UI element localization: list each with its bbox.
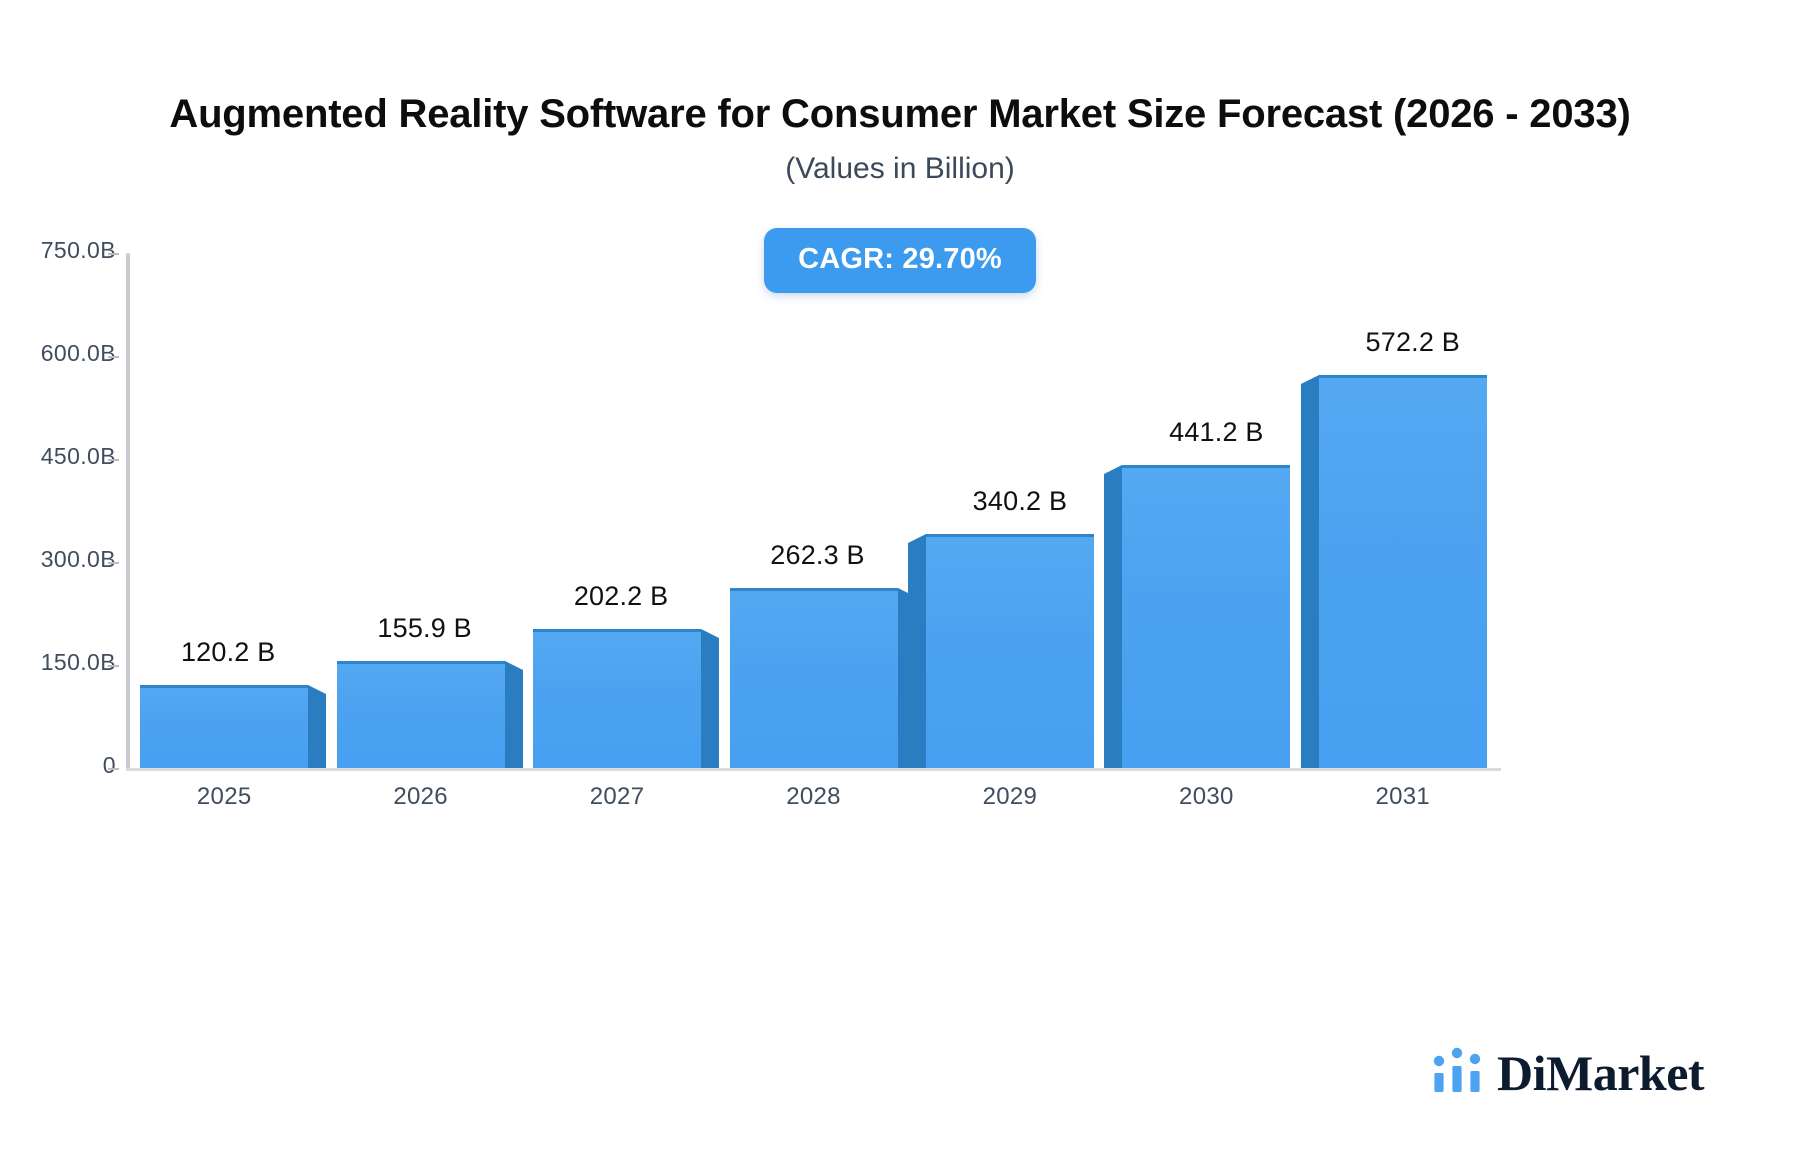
bar-side-face: [308, 694, 327, 768]
y-axis-tick-label: 600.0B: [40, 340, 116, 366]
bar-top-bevel: [897, 587, 916, 597]
y-axis-tick-label: 150.0B: [40, 649, 116, 675]
bar-2027[interactable]: [533, 629, 720, 768]
x-axis-tick-label: 2027: [589, 783, 645, 810]
x-axis-tick-label: 2028: [786, 783, 841, 810]
bar-2026[interactable]: [336, 660, 523, 768]
y-axis-tick-label: 0: [102, 752, 116, 778]
bar-2029[interactable]: [907, 534, 1094, 768]
bar-2025[interactable]: [140, 685, 327, 768]
y-axis-tick-label: 300.0B: [40, 546, 116, 572]
bar-top-edge: [1122, 465, 1291, 469]
bar-side-face: [701, 638, 720, 768]
bar-front-face: [140, 685, 309, 768]
bar-value-label: 155.9 B: [377, 612, 472, 643]
bar-front-face: [925, 534, 1094, 768]
bar-value-label: 120.2 B: [180, 637, 276, 668]
bar-2031[interactable]: [1300, 375, 1487, 768]
y-axis-tick-label: 450.0B: [40, 443, 116, 469]
brand-logo: DiMarket: [1432, 1044, 1705, 1101]
bar-top-bevel: [1104, 465, 1123, 475]
bar-front-face: [1122, 465, 1291, 768]
bar-top-bevel: [907, 534, 926, 544]
bar-top-bevel: [1300, 375, 1319, 385]
bar-2028[interactable]: [729, 587, 916, 768]
bar-front-face: [729, 587, 898, 768]
bar-value-label: 572.2 B: [1365, 327, 1461, 358]
chart-subtitle: (Values in Billion): [785, 152, 1015, 185]
bar-top-edge: [336, 660, 505, 664]
bar-front-face: [533, 629, 702, 768]
bar-top-edge: [533, 629, 702, 633]
bar-front-face: [1318, 375, 1487, 768]
bar-2030[interactable]: [1104, 465, 1291, 768]
x-axis-tick-label: 2025: [196, 783, 252, 810]
bar-top-bevel: [504, 660, 523, 670]
bar-top-bevel: [308, 685, 327, 695]
logo-text: DiMarket: [1497, 1044, 1705, 1101]
x-axis-tick-label: 2031: [1375, 783, 1431, 810]
y-axis-tick-mark: [108, 356, 119, 358]
bar-side-face: [907, 543, 926, 768]
y-axis-tick-mark: [108, 768, 119, 770]
bar-side-face: [1104, 474, 1123, 768]
title-block: Augmented Reality Software for Consumer …: [0, 92, 1800, 185]
bar-value-label: 340.2 B: [972, 486, 1068, 517]
bar-top-edge: [140, 685, 309, 689]
bar-top-edge: [925, 534, 1094, 538]
y-axis-tick-mark: [108, 665, 119, 667]
y-axis-tick-mark: [108, 253, 119, 255]
x-axis-tick-label: 2026: [393, 783, 448, 810]
x-axis-line: [126, 768, 1501, 771]
bar-top-edge: [729, 587, 898, 591]
bar-top-edge: [1318, 375, 1487, 379]
y-axis-line: [126, 253, 130, 770]
bar-side-face: [1300, 384, 1319, 768]
bar-front-face: [336, 660, 505, 768]
bar-value-label: 262.3 B: [770, 539, 865, 570]
bar-value-label: 441.2 B: [1169, 417, 1264, 448]
y-axis-tick-mark: [108, 459, 119, 461]
y-axis-tick-label: 750.0B: [40, 237, 116, 263]
page-title: Augmented Reality Software for Consumer …: [169, 92, 1631, 136]
bar-top-bevel: [701, 629, 720, 639]
y-axis-tick-mark: [108, 562, 119, 564]
bar-chart-icon: [1432, 1047, 1484, 1098]
x-axis-tick-label: 2029: [982, 783, 1038, 810]
bar-value-label: 202.2 B: [573, 581, 669, 612]
bar-side-face: [504, 669, 523, 768]
x-axis-tick-label: 2030: [1179, 783, 1234, 810]
